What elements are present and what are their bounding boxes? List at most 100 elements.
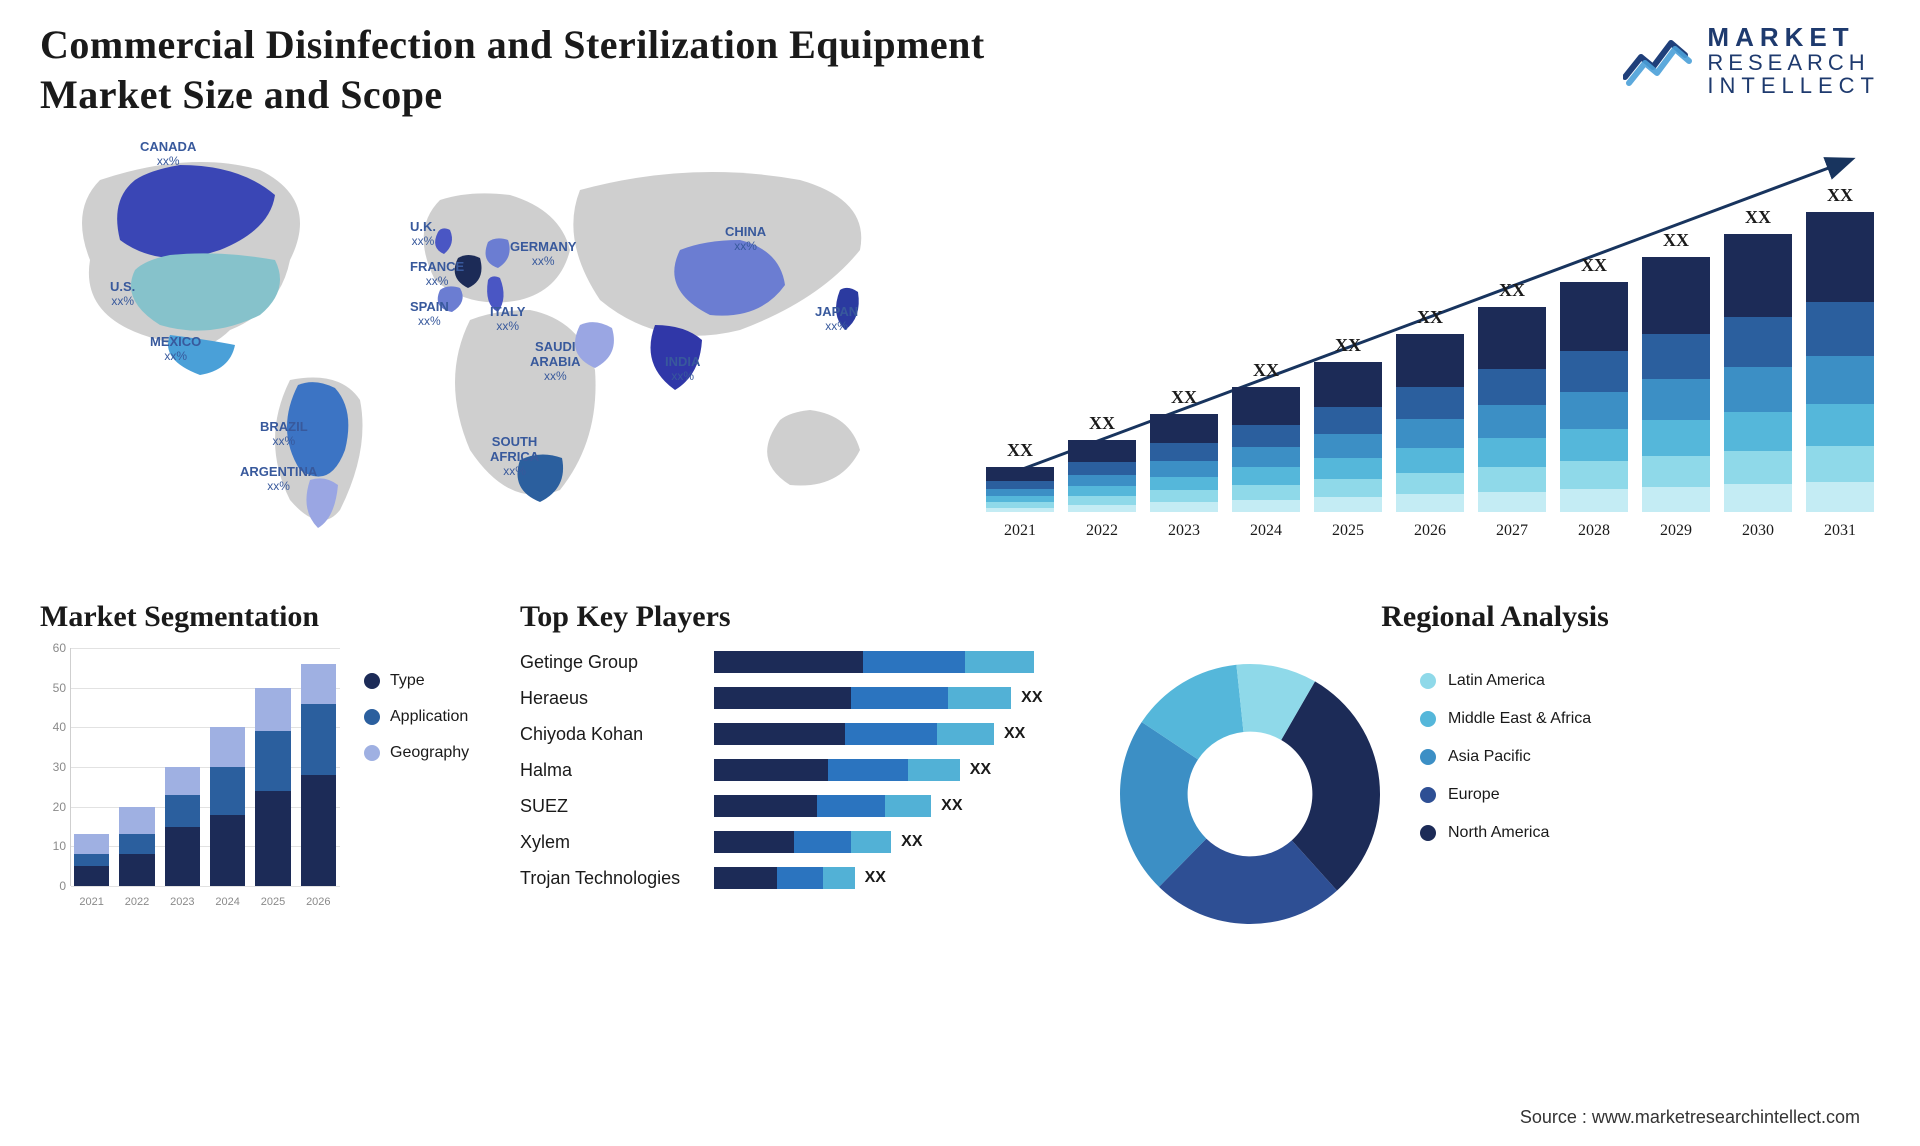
player-bar	[714, 651, 1034, 673]
growth-bar-2025: XX	[1314, 335, 1382, 512]
player-name: SUEZ	[520, 796, 700, 817]
legend-label: Europe	[1448, 786, 1500, 804]
map-label-argentina: ARGENTINAxx%	[240, 465, 317, 494]
seg-bar-2023	[165, 767, 200, 886]
legend-swatch-icon	[1420, 711, 1436, 727]
header: Commercial Disinfection and Sterilizatio…	[40, 20, 1880, 120]
regional-legend-item: Asia Pacific	[1420, 748, 1591, 766]
seg-ytick: 60	[40, 641, 66, 655]
seg-ytick: 50	[40, 681, 66, 695]
seg-ytick: 30	[40, 760, 66, 774]
map-label-france: FRANCExx%	[410, 260, 464, 289]
growth-xaxis-tick: 2028	[1560, 522, 1628, 540]
growth-bar-label: XX	[1417, 307, 1443, 328]
page-title: Commercial Disinfection and Sterilizatio…	[40, 20, 1040, 120]
player-name: Heraeus	[520, 688, 700, 709]
player-bar	[714, 831, 891, 853]
legend-swatch-icon	[1420, 749, 1436, 765]
growth-bar-label: XX	[1745, 207, 1771, 228]
segmentation-panel: Market Segmentation 20212022202320242025…	[40, 600, 490, 934]
player-name: Getinge Group	[520, 652, 700, 673]
source-attribution: Source : www.marketresearchintellect.com	[1520, 1107, 1860, 1128]
regional-panel: Regional Analysis Latin AmericaMiddle Ea…	[1110, 600, 1880, 934]
player-bar	[714, 759, 960, 781]
growth-xaxis-tick: 2024	[1232, 522, 1300, 540]
player-row: XylemXX	[520, 828, 1080, 856]
seg-xtick: 2023	[165, 896, 200, 908]
growth-bar-2029: XX	[1642, 230, 1710, 512]
player-bar	[714, 867, 855, 889]
legend-swatch-icon	[364, 673, 380, 689]
growth-xaxis-tick: 2029	[1642, 522, 1710, 540]
player-value-label: XX	[1004, 725, 1025, 743]
seg-ytick: 20	[40, 800, 66, 814]
map-label-south-africa: SOUTHAFRICAxx%	[490, 435, 539, 479]
seg-ytick: 40	[40, 720, 66, 734]
map-label-u-s-: U.S.xx%	[110, 280, 135, 309]
seg-bar-2022	[119, 807, 154, 886]
growth-bar-label: XX	[1663, 230, 1689, 251]
growth-bar-2027: XX	[1478, 280, 1546, 512]
logo-line-1: MARKET	[1707, 24, 1880, 51]
growth-bar-label: XX	[1335, 335, 1361, 356]
growth-bar-2023: XX	[1150, 387, 1218, 512]
legend-swatch-icon	[364, 745, 380, 761]
map-label-u-k-: U.K.xx%	[410, 220, 436, 249]
growth-bar-2030: XX	[1724, 207, 1792, 512]
player-row: SUEZXX	[520, 792, 1080, 820]
seg-bar-2021	[74, 834, 109, 886]
legend-label: Type	[390, 672, 425, 690]
growth-bar-2031: XX	[1806, 185, 1874, 512]
player-row: HalmaXX	[520, 756, 1080, 784]
player-name: Trojan Technologies	[520, 868, 700, 889]
regional-legend-item: North America	[1420, 824, 1591, 842]
player-row: Trojan TechnologiesXX	[520, 864, 1080, 892]
logo-line-3: INTELLECT	[1707, 74, 1880, 97]
world-map-panel: CANADAxx%U.S.xx%MEXICOxx%BRAZILxx%ARGENT…	[40, 140, 940, 540]
legend-swatch-icon	[1420, 673, 1436, 689]
legend-label: Latin America	[1448, 672, 1545, 690]
legend-label: Geography	[390, 744, 469, 762]
growth-bar-label: XX	[1089, 413, 1115, 434]
map-label-saudi-arabia: SAUDIARABIAxx%	[530, 340, 581, 384]
players-title: Top Key Players	[520, 600, 1080, 634]
growth-bar-label: XX	[1499, 280, 1525, 301]
growth-xaxis-tick: 2023	[1150, 522, 1218, 540]
players-panel: Top Key Players Getinge GroupHeraeusXXCh…	[520, 600, 1080, 934]
legend-label: North America	[1448, 824, 1549, 842]
growth-bar-2024: XX	[1232, 360, 1300, 512]
growth-bar-2021: XX	[986, 440, 1054, 512]
legend-swatch-icon	[1420, 825, 1436, 841]
regional-legend: Latin America Middle East & Africa Asia Pa…	[1420, 672, 1591, 842]
map-label-china: CHINAxx%	[725, 225, 766, 254]
player-name: Xylem	[520, 832, 700, 853]
growth-bar-label: XX	[1171, 387, 1197, 408]
growth-chart-panel: XXXXXXXXXXXXXXXXXXXXXX 20212022202320242…	[980, 140, 1880, 540]
player-bar	[714, 723, 994, 745]
growth-xaxis-tick: 2027	[1478, 522, 1546, 540]
player-name: Chiyoda Kohan	[520, 724, 700, 745]
player-bar	[714, 795, 931, 817]
map-label-brazil: BRAZILxx%	[260, 420, 308, 449]
regional-legend-item: Europe	[1420, 786, 1591, 804]
legend-label: Middle East & Africa	[1448, 710, 1591, 728]
bottom-row: Market Segmentation 20212022202320242025…	[40, 600, 1880, 934]
growth-bar-label: XX	[1253, 360, 1279, 381]
growth-xaxis-tick: 2026	[1396, 522, 1464, 540]
map-label-spain: SPAINxx%	[410, 300, 449, 329]
segmentation-chart: 202120222023202420252026 0102030405060	[40, 648, 340, 908]
map-label-italy: ITALYxx%	[490, 305, 525, 334]
seg-xtick: 2021	[74, 896, 109, 908]
map-label-germany: GERMANYxx%	[510, 240, 576, 269]
player-value-label: XX	[970, 761, 991, 779]
player-row: Chiyoda Kohan XX	[520, 720, 1080, 748]
growth-xaxis-tick: 2025	[1314, 522, 1382, 540]
seg-legend-item: Application	[364, 708, 469, 726]
player-row: HeraeusXX	[520, 684, 1080, 712]
logo-mark-icon	[1623, 33, 1695, 89]
seg-ytick: 0	[40, 879, 66, 893]
segmentation-legend: Type Application Geography	[364, 672, 469, 908]
legend-label: Application	[390, 708, 468, 726]
donut-chart	[1110, 654, 1390, 934]
seg-bar-2024	[210, 727, 245, 886]
